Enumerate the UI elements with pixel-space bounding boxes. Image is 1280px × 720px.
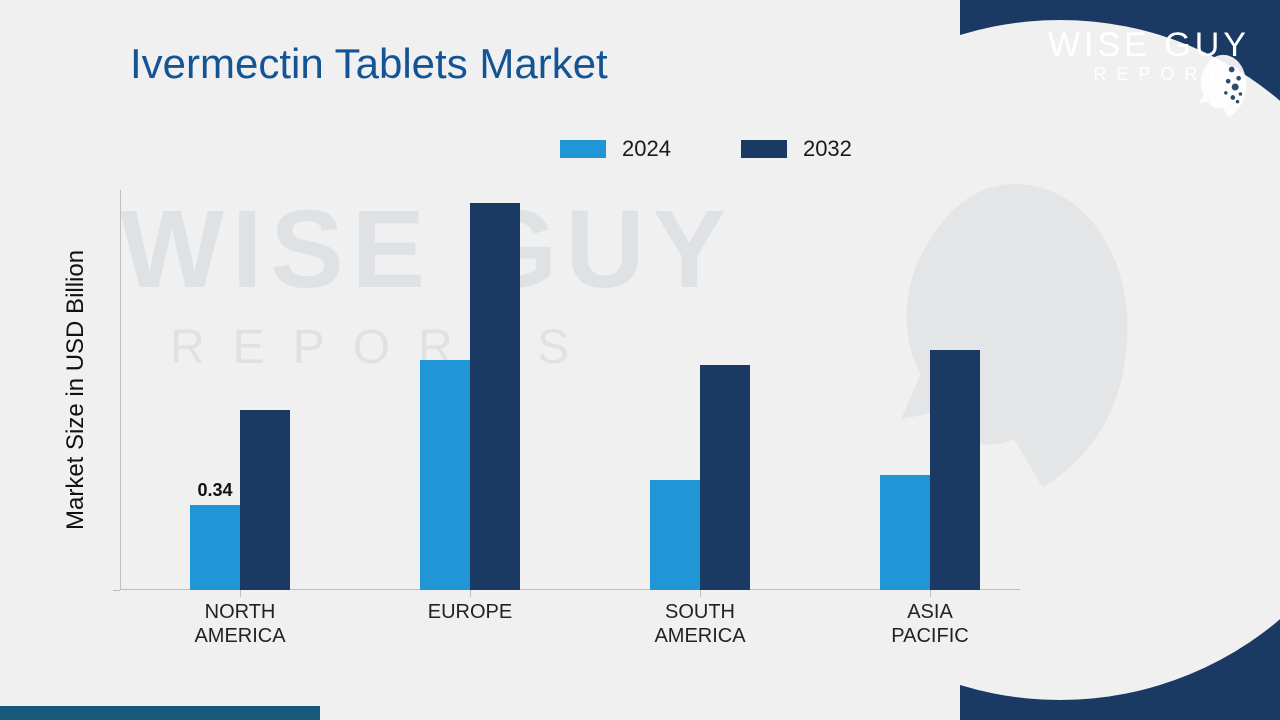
category-label: SOUTHAMERICA xyxy=(620,590,780,648)
brand-logo: WISE GUY REPORTS xyxy=(1048,28,1250,85)
bar-series-b xyxy=(240,410,290,590)
y-axis-origin-tick xyxy=(113,590,120,591)
legend-item-2032: 2032 xyxy=(741,136,852,162)
bar-series-b xyxy=(470,203,520,591)
bar-series-a xyxy=(880,475,930,590)
bottom-accent-bar xyxy=(0,706,320,720)
bar-series-b xyxy=(930,350,980,590)
bar-series-a xyxy=(650,480,700,590)
category-label: EUROPE xyxy=(390,590,550,624)
bar-series-b xyxy=(700,365,750,590)
brand-head-icon xyxy=(1190,52,1250,122)
legend-swatch-b xyxy=(741,140,787,158)
chart-legend: 2024 2032 xyxy=(560,136,852,162)
legend-swatch-a xyxy=(560,140,606,158)
legend-item-2024: 2024 xyxy=(560,136,671,162)
category-label: ASIAPACIFIC xyxy=(850,590,1010,648)
chart-title: Ivermectin Tablets Market xyxy=(130,40,608,88)
legend-label-b: 2032 xyxy=(803,136,852,162)
chart-plot-area: 0.34NORTHAMERICAEUROPESOUTHAMERICAASIAPA… xyxy=(120,190,1020,590)
y-axis-label: Market Size in USD Billion xyxy=(62,250,90,530)
category-label: NORTHAMERICA xyxy=(160,590,320,648)
y-axis-line xyxy=(120,190,121,590)
legend-label-a: 2024 xyxy=(622,136,671,162)
bar-series-a: 0.34 xyxy=(190,505,240,590)
bar-series-a xyxy=(420,360,470,590)
bar-value-label: 0.34 xyxy=(197,480,232,505)
